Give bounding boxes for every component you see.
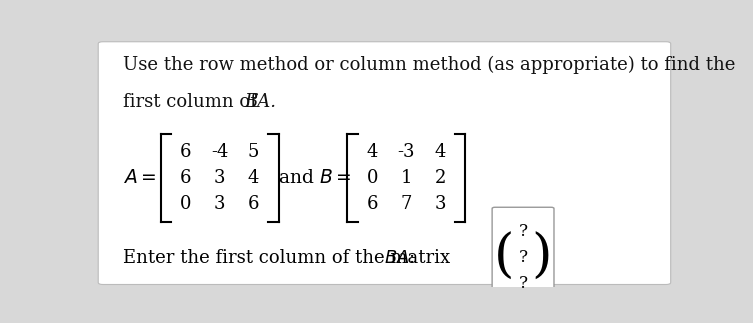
Text: 5: 5 <box>248 143 259 161</box>
Text: ?: ? <box>519 275 528 292</box>
Text: 0: 0 <box>180 195 191 213</box>
Text: $A =$: $A =$ <box>123 169 157 187</box>
Text: BA.: BA. <box>245 93 276 111</box>
Text: 4: 4 <box>367 143 378 161</box>
Text: and $B =$: and $B =$ <box>278 169 352 187</box>
Text: -3: -3 <box>398 143 415 161</box>
Text: 4: 4 <box>248 169 259 187</box>
FancyBboxPatch shape <box>98 42 671 285</box>
Text: Use the row method or column method (as appropriate) to find the: Use the row method or column method (as … <box>123 56 736 74</box>
Text: 2: 2 <box>434 169 446 187</box>
Text: $BA$:: $BA$: <box>384 249 415 266</box>
Text: 6: 6 <box>367 195 378 213</box>
Text: 0: 0 <box>367 169 378 187</box>
Text: 3: 3 <box>214 169 225 187</box>
Text: 1: 1 <box>401 169 412 187</box>
Text: 4: 4 <box>434 143 446 161</box>
Text: Enter the first column of the matrix: Enter the first column of the matrix <box>123 249 456 266</box>
Text: 3: 3 <box>434 195 446 213</box>
Text: ?: ? <box>519 223 528 240</box>
FancyBboxPatch shape <box>492 207 554 308</box>
Text: 6: 6 <box>248 195 259 213</box>
Text: 3: 3 <box>214 195 225 213</box>
Text: -4: -4 <box>211 143 228 161</box>
Text: 7: 7 <box>401 195 412 213</box>
Text: first column of: first column of <box>123 93 263 111</box>
Text: 6: 6 <box>180 169 191 187</box>
Text: 6: 6 <box>180 143 191 161</box>
Text: ?: ? <box>519 249 528 266</box>
Text: ): ) <box>532 232 552 283</box>
Text: (: ( <box>494 232 514 283</box>
